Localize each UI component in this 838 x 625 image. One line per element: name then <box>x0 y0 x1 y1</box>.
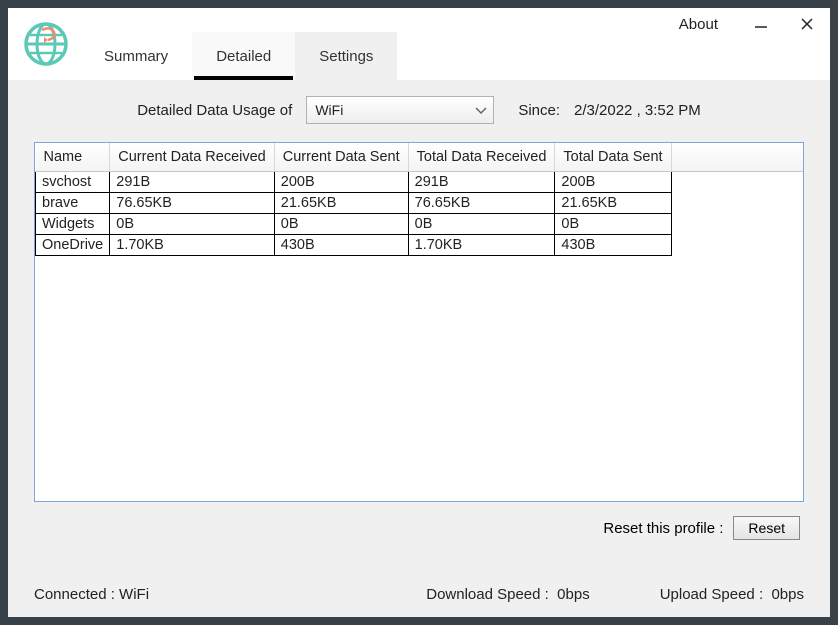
table-cell-tot_recv: 291B <box>408 172 555 193</box>
minimize-icon <box>755 21 767 33</box>
table-cell-name: Widgets <box>36 214 110 235</box>
adapter-select[interactable]: WiFi <box>306 96 494 124</box>
table-cell-tot_sent: 21.65KB <box>555 193 671 214</box>
col-header-spacer <box>671 143 803 172</box>
table-row[interactable]: Widgets0B0B0B0B <box>36 214 804 235</box>
table-cell-tot_recv: 76.65KB <box>408 193 555 214</box>
titlebar: Summary Detailed Settings About <box>8 8 830 80</box>
table-cell-tot_sent: 430B <box>555 235 671 256</box>
col-header-name[interactable]: Name <box>36 143 110 172</box>
col-header-tot-recv[interactable]: Total Data Received <box>408 143 555 172</box>
table-cell-tot_recv: 1.70KB <box>408 235 555 256</box>
upload-speed-label: Upload Speed : <box>660 586 763 603</box>
col-header-cur-recv[interactable]: Current Data Received <box>110 143 275 172</box>
table-cell-name: svchost <box>36 172 110 193</box>
data-table-container: Name Current Data Received Current Data … <box>34 142 804 502</box>
table-cell-tot_recv: 0B <box>408 214 555 235</box>
close-icon <box>801 18 813 30</box>
download-speed-value: 0bps <box>557 586 590 603</box>
chevron-down-icon <box>475 102 487 118</box>
table-cell-cur_recv: 291B <box>110 172 275 193</box>
table-row[interactable]: brave76.65KB21.65KB76.65KB21.65KB <box>36 193 804 214</box>
reset-label: Reset this profile : <box>603 520 723 537</box>
table-row[interactable]: svchost291B200B291B200B <box>36 172 804 193</box>
table-cell-cur_recv: 76.65KB <box>110 193 275 214</box>
minimize-button[interactable] <box>738 8 784 40</box>
tab-detailed[interactable]: Detailed <box>192 32 295 80</box>
since-label: Since: <box>518 102 560 119</box>
table-cell-tot_sent: 200B <box>555 172 671 193</box>
connection-status: Connected : WiFi <box>34 586 426 603</box>
tab-summary[interactable]: Summary <box>80 32 192 80</box>
reset-button[interactable]: Reset <box>733 516 800 540</box>
content-area: Detailed Data Usage of WiFi Since: 2/3/2… <box>8 80 830 577</box>
status-bar: Connected : WiFi Download Speed : 0bps U… <box>8 577 830 617</box>
adapter-select-value: WiFi <box>315 102 343 118</box>
table-cell-cur_recv: 0B <box>110 214 275 235</box>
reset-row: Reset this profile : Reset <box>34 502 804 540</box>
table-cell-name: OneDrive <box>36 235 110 256</box>
window-controls: About <box>679 8 830 40</box>
tab-bar: Summary Detailed Settings <box>80 32 397 80</box>
about-link[interactable]: About <box>679 8 738 33</box>
download-speed-label: Download Speed : <box>426 586 549 603</box>
app-logo-icon <box>24 22 68 66</box>
col-header-cur-sent[interactable]: Current Data Sent <box>274 143 408 172</box>
table-header-row: Name Current Data Received Current Data … <box>36 143 804 172</box>
download-speed: Download Speed : 0bps <box>426 586 589 603</box>
since-value: 2/3/2022 , 3:52 PM <box>574 102 701 119</box>
data-table: Name Current Data Received Current Data … <box>35 143 803 256</box>
table-cell-name: brave <box>36 193 110 214</box>
table-cell-cur_sent: 430B <box>274 235 408 256</box>
upload-speed: Upload Speed : 0bps <box>660 586 804 603</box>
upload-speed-value: 0bps <box>771 586 804 603</box>
filter-row: Detailed Data Usage of WiFi Since: 2/3/2… <box>34 96 804 124</box>
tab-settings[interactable]: Settings <box>295 32 397 80</box>
filter-label: Detailed Data Usage of <box>137 102 292 119</box>
app-window: Summary Detailed Settings About Detailed… <box>8 8 830 617</box>
table-cell-cur_sent: 21.65KB <box>274 193 408 214</box>
table-cell-cur_sent: 0B <box>274 214 408 235</box>
table-cell-cur_sent: 200B <box>274 172 408 193</box>
table-cell-cur_recv: 1.70KB <box>110 235 275 256</box>
table-cell-tot_sent: 0B <box>555 214 671 235</box>
table-row[interactable]: OneDrive1.70KB430B1.70KB430B <box>36 235 804 256</box>
close-button[interactable] <box>784 8 830 40</box>
col-header-tot-sent[interactable]: Total Data Sent <box>555 143 671 172</box>
